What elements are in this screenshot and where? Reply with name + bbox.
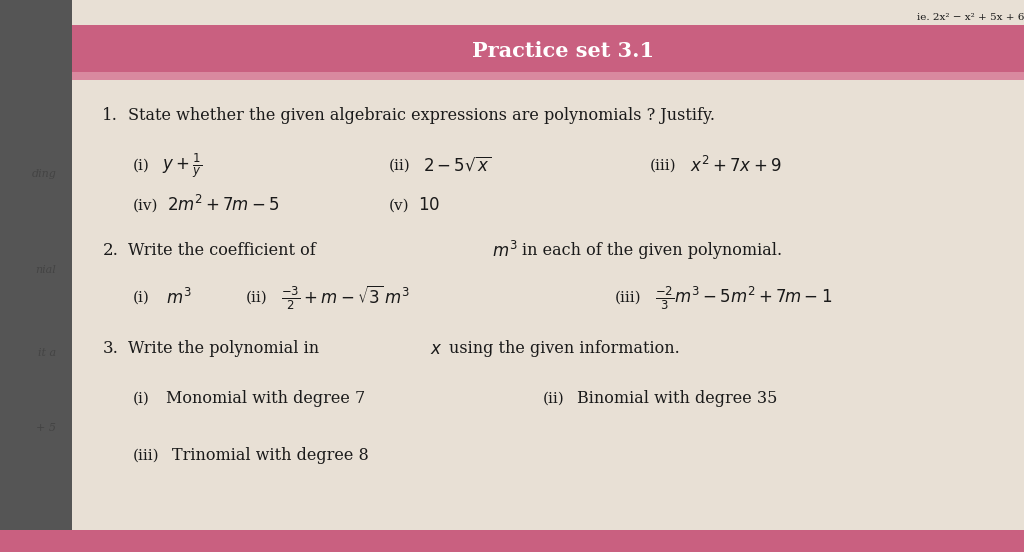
- Text: (i): (i): [133, 291, 150, 305]
- Text: (ii): (ii): [389, 158, 411, 173]
- Text: (iii): (iii): [614, 291, 641, 305]
- Text: State whether the given algebraic expressions are polynomials ? Justify.: State whether the given algebraic expres…: [128, 108, 715, 124]
- Text: $m^3$: $m^3$: [492, 241, 517, 261]
- Text: Write the polynomial in: Write the polynomial in: [128, 341, 319, 357]
- Text: $2m^2 + 7m - 5$: $2m^2 + 7m - 5$: [167, 195, 280, 215]
- Text: (v): (v): [389, 198, 410, 213]
- Text: (i): (i): [133, 158, 150, 173]
- Text: ie. 2x² − x² + 5x + 6: ie. 2x² − x² + 5x + 6: [916, 13, 1024, 22]
- Text: $2 - 5\sqrt{x}$: $2 - 5\sqrt{x}$: [423, 156, 492, 175]
- Text: (iv): (iv): [133, 198, 159, 213]
- Text: $x$: $x$: [430, 340, 442, 358]
- Text: $\frac{-2}{3}m^3 - 5m^2 + 7m - 1$: $\frac{-2}{3}m^3 - 5m^2 + 7m - 1$: [655, 284, 833, 312]
- Text: Monomial with degree 7: Monomial with degree 7: [166, 390, 366, 407]
- Text: $m^3$: $m^3$: [166, 288, 191, 308]
- Text: Practice set 3.1: Practice set 3.1: [472, 41, 654, 61]
- Text: (ii): (ii): [246, 291, 267, 305]
- Bar: [0, 0, 72, 552]
- Bar: [72, 72, 1024, 80]
- Text: using the given information.: using the given information.: [449, 341, 679, 357]
- Text: $y + \frac{1}{y}$: $y + \frac{1}{y}$: [162, 151, 202, 180]
- Text: 3.: 3.: [102, 341, 119, 357]
- Text: (iii): (iii): [133, 448, 160, 463]
- Text: ding: ding: [32, 169, 56, 179]
- Text: $10$: $10$: [418, 197, 440, 214]
- Text: Binomial with degree 35: Binomial with degree 35: [577, 390, 777, 407]
- Text: (ii): (ii): [543, 391, 564, 406]
- Text: nial: nial: [36, 266, 56, 275]
- Text: Trinomial with degree 8: Trinomial with degree 8: [172, 447, 369, 464]
- Text: 2.: 2.: [102, 242, 119, 259]
- Text: 1.: 1.: [102, 108, 119, 124]
- Text: in each of the given polynomial.: in each of the given polynomial.: [522, 242, 782, 259]
- Bar: [72, 25, 1024, 77]
- Text: $x^2 + 7x + 9$: $x^2 + 7x + 9$: [690, 156, 781, 176]
- Text: (i): (i): [133, 391, 150, 406]
- Text: $\frac{-3}{2} + m - \sqrt{3}\,m^3$: $\frac{-3}{2} + m - \sqrt{3}\,m^3$: [281, 284, 410, 312]
- Text: (iii): (iii): [650, 158, 677, 173]
- Text: + 5: + 5: [36, 423, 56, 433]
- Text: Write the coefficient of: Write the coefficient of: [128, 242, 315, 259]
- Text: it a: it a: [38, 348, 56, 358]
- Bar: [0, 530, 1024, 552]
